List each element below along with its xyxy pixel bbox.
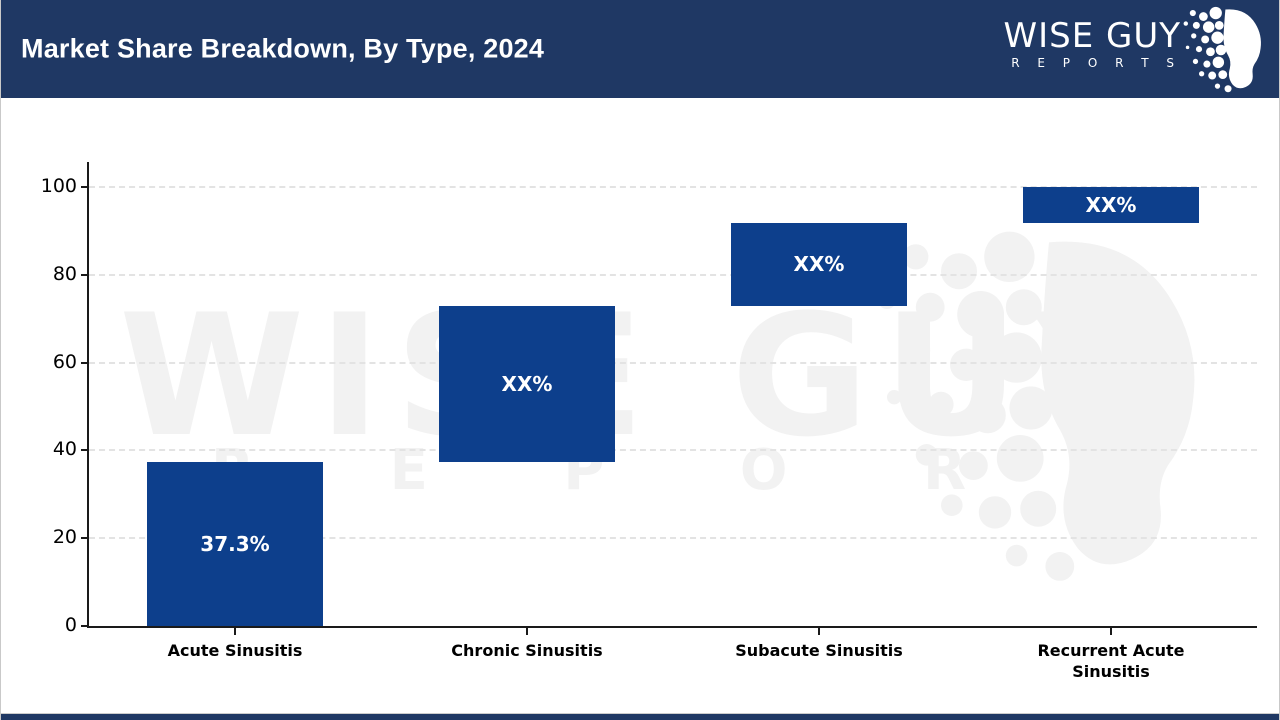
y-tick-80 bbox=[81, 273, 89, 276]
bar-subacute-sinusitis: XX% bbox=[731, 223, 907, 306]
header-band: Market Share Breakdown, By Type, 2024 WI… bbox=[1, 0, 1279, 98]
bar-chronic-sinusitis: XX% bbox=[439, 305, 615, 463]
logo-face-icon bbox=[1183, 6, 1261, 93]
y-tick-label-20: 20 bbox=[52, 526, 77, 549]
y-tick-60 bbox=[81, 361, 89, 364]
gridline-60 bbox=[89, 361, 1257, 364]
logo-text: WISE GUY R E P O R T S bbox=[1003, 18, 1181, 72]
x-tick-2 bbox=[818, 628, 820, 635]
bar-chart: WISE GUY R E P O R T S 0 20 40 60 80 100 37.3%… bbox=[1, 98, 1280, 714]
bar-recurrent-acute-sinusitis: XX% bbox=[1023, 187, 1199, 224]
x-axis-line bbox=[87, 626, 1257, 628]
category-label-3: Recurrent Acute Sinusitis bbox=[1037, 641, 1185, 681]
y-tick-label-60: 60 bbox=[52, 350, 77, 373]
category-label-0: Acute Sinusitis bbox=[167, 641, 303, 660]
page-title: Market Share Breakdown, By Type, 2024 bbox=[21, 33, 545, 64]
y-tick-100 bbox=[81, 186, 89, 188]
bar-value-label: XX% bbox=[793, 252, 845, 277]
x-tick-1 bbox=[526, 628, 528, 635]
y-tick-20 bbox=[81, 537, 89, 540]
bar-value-label: 37.3% bbox=[200, 532, 270, 557]
x-tick-0 bbox=[234, 628, 236, 635]
logo-wordmark: WISE GUY bbox=[1003, 16, 1181, 56]
frame-border bbox=[1, 713, 1279, 714]
bar-value-label: XX% bbox=[1085, 193, 1137, 218]
bar-value-label: XX% bbox=[501, 371, 553, 396]
category-label-2: Subacute Sinusitis bbox=[735, 641, 903, 660]
category-label-1: Chronic Sinusitis bbox=[451, 641, 603, 660]
y-tick-label-80: 80 bbox=[52, 262, 77, 285]
wise-guy-reports-logo: WISE GUY R E P O R T S bbox=[1003, 4, 1267, 94]
y-tick-label-40: 40 bbox=[52, 438, 77, 461]
gridline-20 bbox=[89, 537, 1257, 540]
y-tick-40 bbox=[81, 449, 89, 452]
y-tick-0 bbox=[81, 625, 89, 627]
y-tick-label-0: 0 bbox=[64, 614, 77, 636]
footer-band bbox=[1, 714, 1279, 720]
gridline-40 bbox=[89, 449, 1257, 452]
watermark-wordmark: WISE GUY bbox=[119, 278, 1170, 474]
gridline-80 bbox=[89, 273, 1257, 276]
x-tick-3 bbox=[1110, 628, 1112, 635]
logo-subtitle: R E P O R T S bbox=[1011, 56, 1181, 70]
y-tick-label-100: 100 bbox=[40, 175, 77, 197]
y-axis-line bbox=[87, 162, 89, 628]
bar-acute-sinusitis: 37.3% bbox=[147, 462, 323, 626]
gridline-100 bbox=[89, 186, 1257, 188]
watermark-subtitle: R E P O R T S bbox=[211, 438, 1280, 503]
